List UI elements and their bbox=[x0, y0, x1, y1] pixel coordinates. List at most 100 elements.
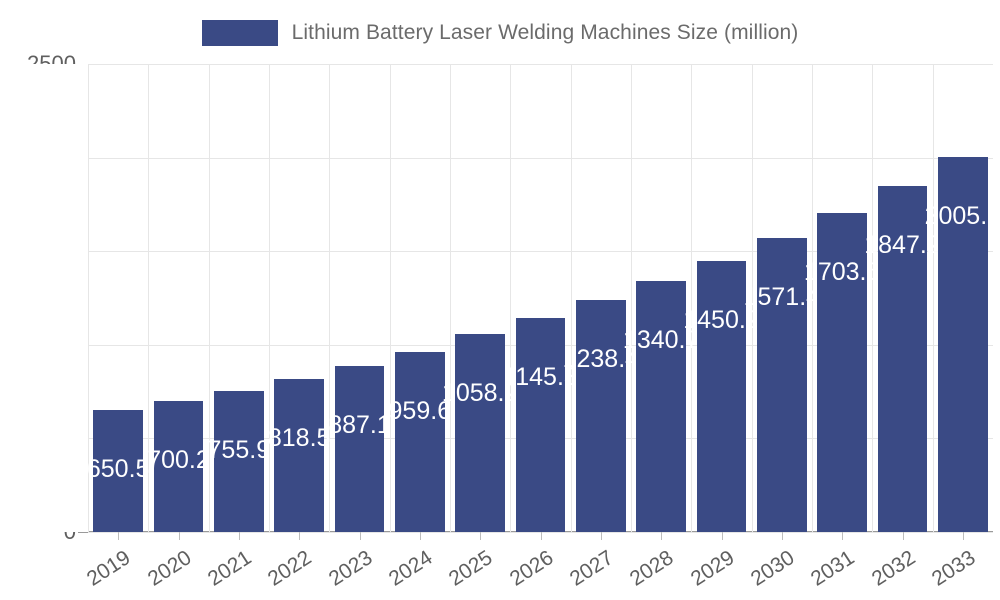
x-axis-tick-mark bbox=[541, 532, 542, 540]
bar-value-label: 2005.8 bbox=[924, 201, 1000, 230]
chart-legend: Lithium Battery Laser Welding Machines S… bbox=[0, 12, 1000, 54]
bar-group[interactable]: 700.2 bbox=[147, 64, 210, 532]
x-axis-tick-label: 2026 bbox=[505, 546, 558, 591]
bar-value-label: 959.6 bbox=[388, 397, 452, 426]
bar[interactable] bbox=[938, 156, 988, 532]
x-axis-tick-label: 2025 bbox=[444, 546, 497, 591]
bar[interactable] bbox=[395, 352, 445, 532]
bar-value-label: 1058.2 bbox=[441, 378, 519, 407]
gridline-vertical bbox=[510, 64, 511, 532]
gridline-vertical bbox=[571, 64, 572, 532]
bar[interactable] bbox=[455, 333, 505, 532]
bar-group[interactable]: 1238.4 bbox=[563, 64, 639, 532]
bar[interactable] bbox=[334, 365, 385, 532]
x-axis-tick-mark bbox=[420, 532, 421, 540]
bar-group[interactable]: 1058.2 bbox=[442, 64, 518, 532]
bar-value-label: 1145.3 bbox=[503, 362, 578, 391]
x-axis-tick-mark bbox=[299, 532, 300, 540]
x-axis-tick-label: 2023 bbox=[324, 546, 377, 591]
x-axis-tick-label: 2031 bbox=[806, 546, 859, 591]
bar-value-label: 1340.7 bbox=[622, 326, 700, 355]
right-clip-mask bbox=[993, 0, 1000, 600]
gridline-vertical bbox=[269, 64, 270, 532]
bar-group[interactable]: 818.5 bbox=[267, 64, 331, 532]
gridline-vertical bbox=[933, 64, 934, 532]
bar-value-label: 1238.4 bbox=[562, 345, 640, 374]
bar-value-label: 818.5 bbox=[267, 423, 331, 452]
bar[interactable] bbox=[515, 317, 566, 532]
bar-value-label: 1847.2 bbox=[864, 231, 941, 260]
gridline-vertical bbox=[329, 64, 330, 532]
bar-group[interactable]: 1847.2 bbox=[864, 64, 941, 532]
plot-area: 650.5 700.2 755.9 818.5 887.1 959.6 1058.2 1145… bbox=[78, 64, 1000, 533]
x-axis-tick-label: 2019 bbox=[82, 546, 135, 591]
bar[interactable] bbox=[274, 378, 324, 532]
x-axis-tick-label: 2030 bbox=[746, 546, 799, 591]
bar-value-label: 1571.4 bbox=[743, 282, 821, 311]
bar-group[interactable]: 1571.4 bbox=[744, 64, 820, 532]
x-axis-tick-mark bbox=[963, 532, 964, 540]
x-axis-tick-mark bbox=[842, 532, 843, 540]
legend-label: Lithium Battery Laser Welding Machines S… bbox=[291, 21, 799, 44]
x-axis-tick-mark bbox=[903, 532, 904, 540]
x-axis-tick-mark bbox=[782, 532, 783, 540]
x-axis: 2019 2020 2021 2022 2023 2024 2025 2026 2027 2028… bbox=[83, 532, 993, 600]
x-axis-tick-label: 2020 bbox=[143, 546, 196, 591]
x-axis-tick-mark bbox=[661, 532, 662, 540]
x-axis-tick-label: 2033 bbox=[927, 546, 980, 591]
bar-group[interactable]: 2005.8 bbox=[925, 64, 1000, 532]
bar-group[interactable]: 1450.2 bbox=[683, 64, 760, 532]
gridline-vertical bbox=[450, 64, 451, 532]
x-axis-tick-label: 2028 bbox=[625, 546, 678, 591]
x-axis-tick-label: 2024 bbox=[384, 546, 437, 591]
bar-value-label: 650.5 bbox=[86, 455, 150, 484]
bar[interactable] bbox=[153, 400, 204, 532]
bar-group[interactable]: 650.5 bbox=[86, 64, 150, 532]
gridline-vertical bbox=[88, 64, 89, 532]
bar-group[interactable]: 1703.6 bbox=[804, 64, 880, 532]
bar-group[interactable]: 1145.3 bbox=[503, 64, 578, 532]
x-axis-tick-label: 2029 bbox=[686, 546, 739, 591]
x-axis-tick-label: 2022 bbox=[263, 546, 316, 591]
x-axis-tick-mark bbox=[239, 532, 240, 540]
gridline-vertical bbox=[148, 64, 149, 532]
bar-group[interactable]: 959.6 bbox=[388, 64, 452, 532]
x-axis-tick-mark bbox=[118, 532, 119, 540]
bar[interactable] bbox=[636, 281, 686, 532]
bar[interactable] bbox=[757, 237, 807, 532]
gridline-vertical bbox=[691, 64, 692, 532]
gridline-horizontal bbox=[88, 532, 993, 533]
x-axis-tick-label: 2032 bbox=[867, 546, 920, 591]
gridline-horizontal bbox=[88, 64, 993, 65]
gridline-vertical bbox=[872, 64, 873, 532]
gridline-vertical bbox=[209, 64, 210, 532]
x-axis-tick-label: 2021 bbox=[203, 546, 256, 591]
bar-value-label: 700.2 bbox=[147, 445, 210, 474]
gridline-vertical bbox=[812, 64, 813, 532]
gridline-horizontal bbox=[88, 157, 993, 159]
gridline-vertical bbox=[631, 64, 632, 532]
bar-group[interactable]: 887.1 bbox=[328, 64, 391, 532]
legend-swatch-icon bbox=[201, 20, 278, 46]
bar[interactable] bbox=[576, 300, 626, 532]
bar[interactable] bbox=[877, 186, 928, 532]
bar-group[interactable]: 1340.7 bbox=[623, 64, 699, 532]
bar-value-label: 887.1 bbox=[328, 410, 391, 439]
x-axis-tick-mark bbox=[179, 532, 180, 540]
x-axis-tick-mark bbox=[360, 532, 361, 540]
x-axis-tick-mark bbox=[601, 532, 602, 540]
left-clip-mask bbox=[0, 64, 88, 532]
gridline-vertical bbox=[390, 64, 391, 532]
bar-value-label: 1703.6 bbox=[803, 258, 881, 287]
bar[interactable] bbox=[214, 390, 264, 532]
bar-value-label: 755.9 bbox=[207, 435, 271, 464]
bar[interactable] bbox=[93, 410, 143, 532]
gridline-horizontal bbox=[88, 251, 993, 253]
x-axis-tick-label: 2027 bbox=[565, 546, 618, 591]
x-axis-tick-mark bbox=[480, 532, 481, 540]
bar-value-label: 1450.2 bbox=[683, 305, 760, 334]
bar[interactable] bbox=[817, 213, 867, 532]
bar-group[interactable]: 755.9 bbox=[207, 64, 271, 532]
bar[interactable] bbox=[696, 260, 747, 532]
